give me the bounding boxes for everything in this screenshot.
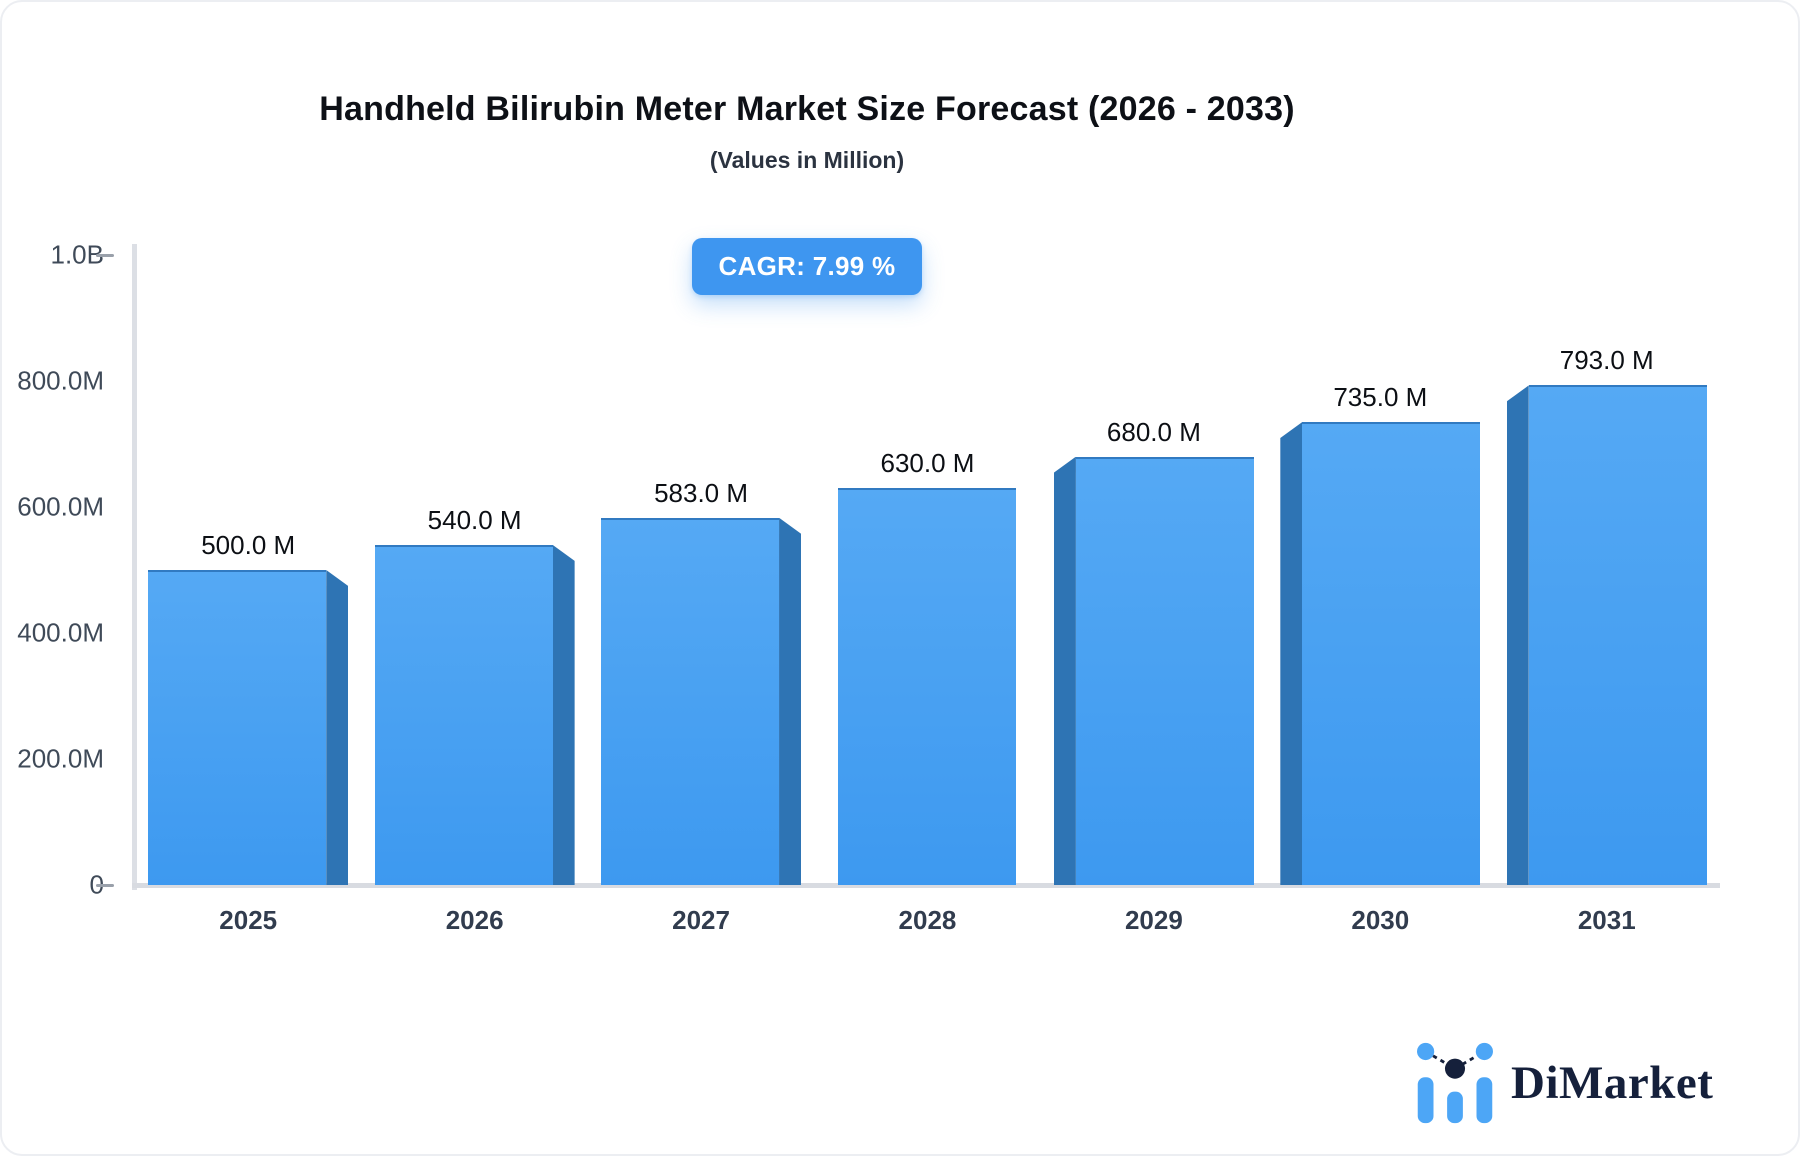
x-axis-line <box>132 883 1720 888</box>
bar[interactable]: 583.0 M <box>601 478 802 885</box>
bar[interactable]: 630.0 M <box>838 448 1017 885</box>
brand-logo: DiMarket <box>1414 1040 1713 1126</box>
bar-value-label: 583.0 M <box>654 477 749 508</box>
bar-face-front <box>601 517 780 885</box>
bar-value-label: 630.0 M <box>880 448 975 479</box>
bar-face-front <box>148 570 327 885</box>
bar-column: 583.0 M <box>588 255 814 885</box>
bar[interactable]: 500.0 M <box>148 530 349 885</box>
bar-face-side <box>1506 385 1529 885</box>
bar-face-front <box>838 488 1017 885</box>
bar[interactable]: 735.0 M <box>1280 382 1481 885</box>
bar-column: 735.0 M <box>1267 255 1493 885</box>
y-axis-line <box>132 244 137 890</box>
bar-face-side <box>552 544 575 885</box>
x-axis-label: 2029 <box>1124 905 1183 935</box>
chart-header: Handheld Bilirubin Meter Market Size For… <box>2 2 1612 295</box>
x-axis-label: 2025 <box>219 905 278 935</box>
bar-face-front <box>374 544 553 885</box>
bar-column: 793.0 M <box>1494 255 1720 885</box>
x-axis-label: 2026 <box>445 905 504 935</box>
bar-column: 500.0 M <box>135 255 361 885</box>
x-axis-label: 2027 <box>672 905 730 935</box>
bar-series: 500.0 M 540.0 M 583.0 M 630.0 M 680.0 M 735.0… <box>135 255 1720 885</box>
y-axis-label: 400.0M <box>17 617 104 648</box>
bar-value-label: 500.0 M <box>201 530 296 560</box>
bar-face-side <box>1053 456 1076 885</box>
bar-face-side <box>779 517 802 885</box>
bar-value-label: 540.0 M <box>427 504 522 535</box>
cagr-badge: CAGR: 7.99 % <box>691 238 923 295</box>
y-axis-label: 800.0M <box>17 365 104 396</box>
bar-column: 630.0 M <box>814 255 1040 885</box>
brand-name: DiMarket <box>1511 1057 1714 1109</box>
bar-face-front <box>1528 385 1707 885</box>
bar[interactable]: 540.0 M <box>374 505 575 885</box>
chart-subtitle: (Values in Million) <box>709 147 905 173</box>
y-axis-label: 200.0M <box>17 743 104 774</box>
x-axis-label: 2030 <box>1351 905 1410 935</box>
bar-value-label: 735.0 M <box>1333 381 1428 412</box>
bar[interactable]: 793.0 M <box>1506 345 1707 885</box>
x-axis-label: 2031 <box>1577 905 1636 935</box>
x-axis: 2025 2026 2027 2028 2029 2030 2031 <box>135 905 1720 936</box>
bar-face-side <box>1280 421 1303 885</box>
y-axis-tick <box>96 883 114 887</box>
x-axis-label: 2028 <box>898 905 957 935</box>
y-axis-label: 1.0B <box>50 239 105 270</box>
y-axis-label: 600.0M <box>17 491 104 522</box>
bar[interactable]: 680.0 M <box>1053 417 1254 885</box>
bar-value-label: 793.0 M <box>1559 345 1654 376</box>
dimarket-logo-icon <box>1417 1042 1493 1124</box>
bar-face-side <box>326 570 349 885</box>
y-axis-tick <box>96 253 114 257</box>
chart-title: Handheld Bilirubin Meter Market Size For… <box>319 90 1295 128</box>
bar-face-front <box>1302 421 1481 885</box>
bar-face-front <box>1075 456 1254 885</box>
bar-column: 540.0 M <box>361 255 587 885</box>
bar-column: 680.0 M <box>1041 255 1267 885</box>
bar-value-label: 680.0 M <box>1106 416 1201 447</box>
